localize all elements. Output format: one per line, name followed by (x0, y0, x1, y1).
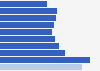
Bar (0, 50, 65, 56)
Bar (0, 1, 47, 7)
Bar (0, 8, 57, 14)
Bar (0, 64, 82, 70)
Bar (0, 15, 56, 21)
Bar (0, 22, 54, 28)
Bar (0, 57, 90, 63)
Bar (0, 36, 55, 42)
Bar (0, 29, 52, 35)
Bar (0, 43, 59, 49)
